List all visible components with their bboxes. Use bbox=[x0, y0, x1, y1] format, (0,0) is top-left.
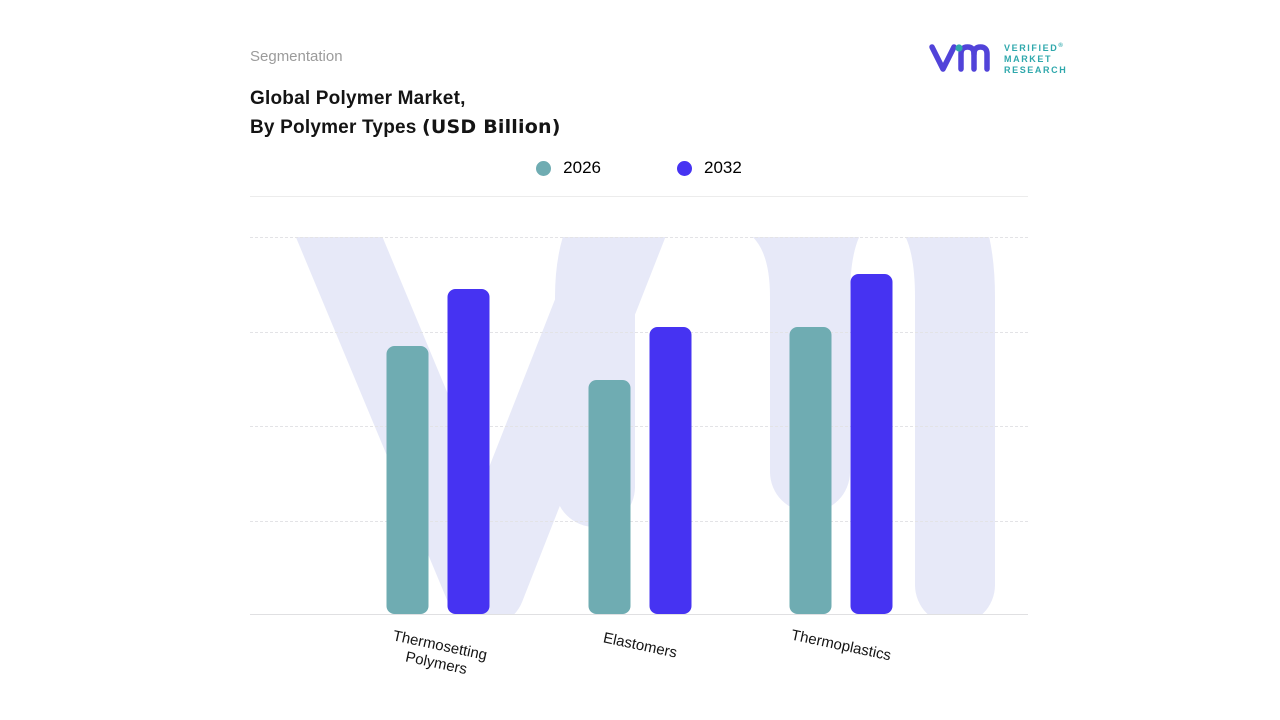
gridline-1 bbox=[250, 237, 1028, 238]
bar-2026-thermoplastics bbox=[789, 326, 832, 614]
gridline-2 bbox=[250, 331, 1028, 333]
legend-label-2026: 2026 bbox=[563, 158, 601, 177]
logo-word-research: RESEARCH bbox=[1004, 64, 1068, 75]
plot-area bbox=[250, 237, 1028, 615]
bar-group-thermosetting-polymers bbox=[386, 237, 490, 614]
gridline-4 bbox=[250, 520, 1028, 522]
content: Segmentation Global Polymer Market, By P… bbox=[250, 48, 1028, 705]
bar-2032-thermoplastics bbox=[850, 273, 893, 614]
bar-group-thermoplastics bbox=[789, 237, 893, 614]
vmr-logo: VERIFIED® MARKET RESEARCH bbox=[928, 40, 1067, 76]
category-label-elastomers: Elastomers bbox=[601, 629, 679, 662]
title-line-2: By Polymer Types bbox=[250, 117, 417, 138]
bar-2026-thermosetting-polymers bbox=[386, 345, 429, 614]
category-labels: Thermosetting Polymers Elastomers Thermopl… bbox=[250, 615, 1028, 705]
legend-swatch-2026 bbox=[536, 160, 552, 176]
title-line-1: Global Polymer Market, bbox=[250, 88, 466, 109]
chart-title: Global Polymer Market, By Polymer Types … bbox=[250, 84, 1028, 142]
gridline-3 bbox=[250, 426, 1028, 427]
category-label-thermosetting-polymers: Thermosetting Polymers bbox=[391, 627, 489, 679]
category-label-thermoplastics: Thermoplastics bbox=[789, 626, 893, 665]
vmr-logo-text: VERIFIED® MARKET RESEARCH bbox=[1004, 41, 1067, 76]
legend: 2026 2032 bbox=[250, 156, 1028, 180]
legend-swatch-2032 bbox=[677, 160, 692, 176]
legend-item-2026: 2026 bbox=[536, 158, 601, 178]
legend-item-2032: 2032 bbox=[677, 158, 742, 178]
section-label: Segmentation bbox=[250, 48, 343, 65]
x-axis-line bbox=[250, 614, 1028, 615]
bar-group-elastomers bbox=[588, 237, 692, 614]
separator-line bbox=[250, 196, 1028, 197]
bar-2032-elastomers bbox=[649, 326, 692, 614]
bar-2032-thermosetting-polymers bbox=[447, 288, 490, 614]
logo-word-market: MARKET bbox=[1004, 53, 1053, 64]
logo-word-verified: VERIFIED bbox=[1004, 42, 1059, 53]
title-unit: (USD Billion) bbox=[422, 116, 561, 138]
registered-mark: ® bbox=[1058, 42, 1063, 49]
bar-2026-elastomers bbox=[588, 379, 631, 614]
legend-label-2032: 2032 bbox=[704, 158, 742, 177]
logo-dot bbox=[955, 44, 963, 52]
vmr-logo-icon bbox=[929, 44, 990, 72]
